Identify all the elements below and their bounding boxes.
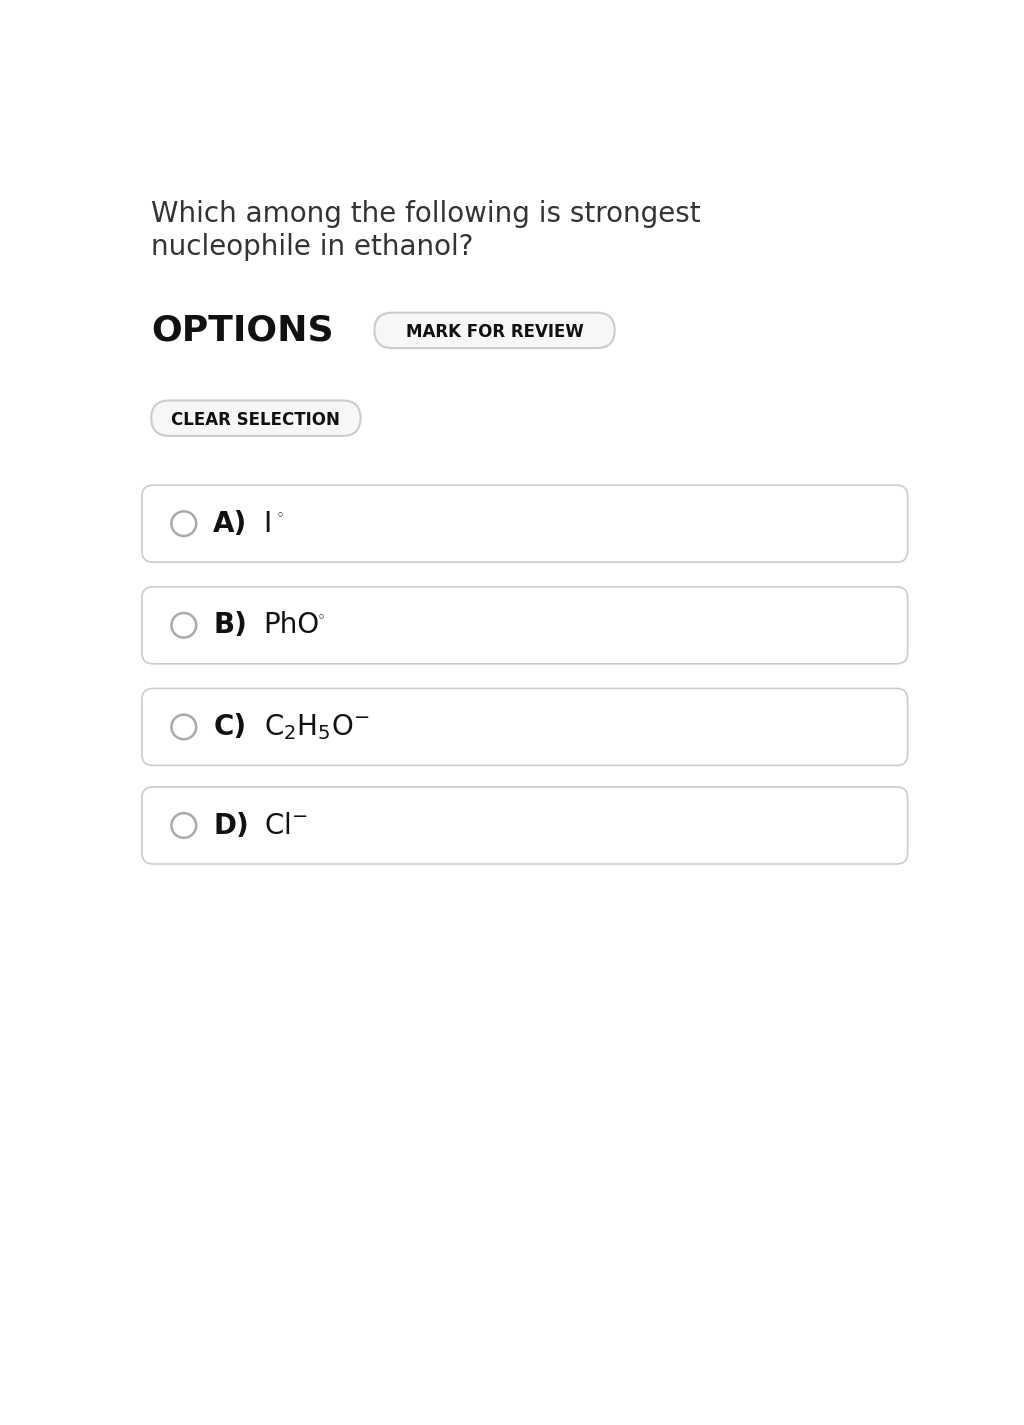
FancyBboxPatch shape (375, 312, 614, 348)
Circle shape (171, 714, 197, 740)
Circle shape (171, 814, 197, 838)
Text: D): D) (213, 811, 249, 839)
Text: ◦: ◦ (276, 509, 285, 523)
Circle shape (171, 613, 197, 637)
Text: MARK FOR REVIEW: MARK FOR REVIEW (406, 323, 584, 341)
Text: $\mathregular{C_2H_5O^{-}}$: $\mathregular{C_2H_5O^{-}}$ (263, 712, 369, 742)
Text: PhO: PhO (263, 611, 319, 640)
Text: I: I (263, 510, 272, 537)
FancyBboxPatch shape (142, 688, 907, 765)
Text: nucleophile in ethanol?: nucleophile in ethanol? (152, 232, 474, 261)
Text: A): A) (213, 510, 248, 537)
Text: CLEAR SELECTION: CLEAR SELECTION (171, 410, 340, 429)
FancyBboxPatch shape (142, 787, 907, 864)
Text: ◦: ◦ (316, 610, 326, 626)
FancyBboxPatch shape (142, 587, 907, 664)
Circle shape (171, 512, 197, 536)
Text: $\mathregular{Cl^{-}}$: $\mathregular{Cl^{-}}$ (263, 811, 307, 839)
FancyBboxPatch shape (152, 400, 360, 436)
FancyBboxPatch shape (142, 485, 907, 561)
Text: Which among the following is strongest: Which among the following is strongest (152, 201, 700, 228)
Text: B): B) (213, 611, 247, 640)
Text: C): C) (213, 712, 247, 741)
Text: OPTIONS: OPTIONS (152, 314, 334, 348)
